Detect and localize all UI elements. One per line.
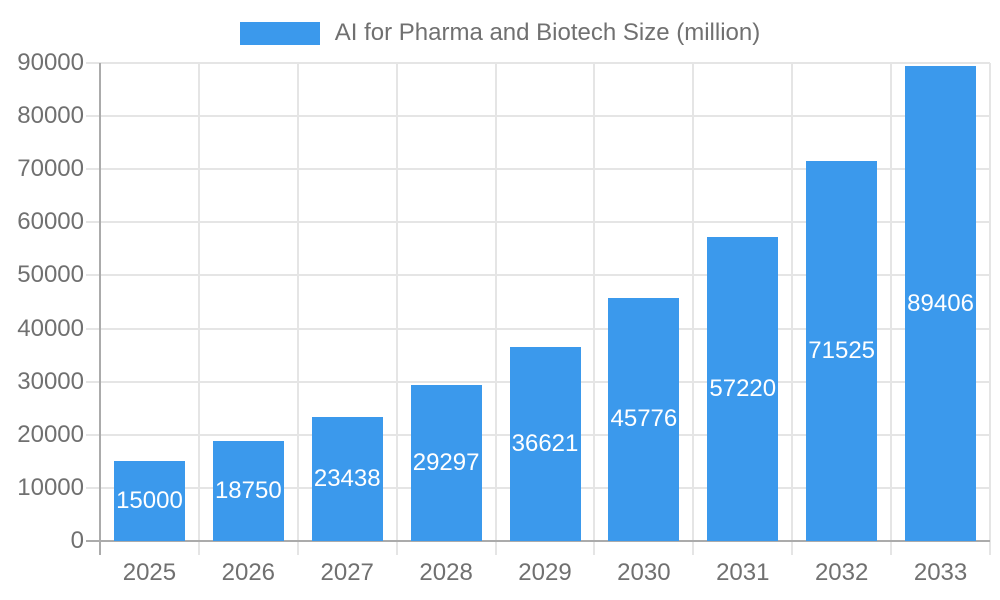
y-axis-line — [99, 63, 101, 555]
bar-2028[interactable] — [410, 385, 482, 541]
y-axis-label: 0 — [70, 527, 84, 554]
x-axis-line — [86, 540, 990, 542]
legend-item[interactable]: AI for Pharma and Biotech Size (million) — [0, 18, 1000, 48]
bar-value-label: 29297 — [412, 449, 480, 477]
y-gridline — [100, 168, 990, 171]
bar-2027[interactable] — [311, 416, 383, 541]
x-gridline — [890, 63, 893, 541]
x-tick — [593, 541, 596, 555]
x-tick — [890, 541, 893, 555]
x-gridline — [791, 63, 794, 541]
x-axis-label: 2033 — [913, 559, 968, 586]
legend-label: AI for Pharma and Biotech Size (million) — [334, 19, 761, 46]
y-tick — [86, 380, 100, 383]
x-axis-label: 2026 — [221, 559, 276, 586]
y-tick — [86, 221, 100, 224]
y-axis-label: 20000 — [17, 420, 84, 448]
y-axis-label: 10000 — [17, 473, 84, 501]
y-tick — [86, 486, 100, 489]
bar-value-label: 36621 — [511, 429, 579, 457]
y-axis-label: 50000 — [17, 261, 84, 289]
bar-value-label: 18750 — [214, 477, 282, 505]
x-gridline — [989, 63, 991, 541]
y-tick — [86, 433, 100, 436]
bar-2029[interactable] — [509, 346, 581, 541]
y-tick — [86, 115, 100, 118]
y-gridline — [100, 62, 990, 64]
x-axis-label: 2025 — [122, 559, 177, 586]
x-tick — [494, 541, 497, 555]
y-tick — [86, 327, 100, 330]
y-tick — [86, 62, 100, 64]
y-axis-label: 80000 — [17, 102, 84, 130]
bar-value-label: 15000 — [116, 487, 183, 515]
y-gridline — [100, 274, 990, 277]
x-axis-label: 2029 — [518, 559, 572, 586]
bar-value-label: 45776 — [610, 405, 678, 433]
bar-value-label: 89406 — [907, 289, 974, 317]
x-gridline — [296, 63, 299, 541]
bar-value-label: 71525 — [808, 337, 876, 365]
y-gridline — [100, 221, 990, 224]
bar-2025[interactable] — [113, 461, 185, 541]
legend-swatch — [239, 21, 320, 45]
x-tick — [296, 541, 299, 555]
bar-2033[interactable] — [905, 66, 977, 541]
y-tick — [86, 168, 100, 171]
y-axis-label: 90000 — [17, 49, 84, 76]
bar-value-label: 57220 — [709, 375, 777, 403]
x-tick — [791, 541, 794, 555]
bar-2031[interactable] — [707, 237, 779, 541]
y-gridline — [100, 115, 990, 118]
x-gridline — [197, 63, 200, 541]
x-axis-label: 2030 — [617, 559, 671, 586]
y-axis-label: 60000 — [17, 208, 84, 236]
x-tick — [692, 541, 695, 555]
x-gridline — [395, 63, 398, 541]
x-tick — [989, 541, 991, 555]
bar-2030[interactable] — [608, 297, 680, 541]
y-axis-label: 30000 — [17, 367, 84, 395]
y-tick — [86, 274, 100, 277]
x-gridline — [692, 63, 695, 541]
x-gridline — [593, 63, 596, 541]
x-axis-label: 2027 — [320, 559, 374, 586]
bar-2026[interactable] — [212, 441, 284, 541]
bar-value-label: 23438 — [313, 464, 381, 492]
x-axis-label: 2028 — [419, 559, 473, 586]
y-axis-label: 40000 — [17, 314, 84, 342]
x-tick — [197, 541, 200, 555]
bar-2032[interactable] — [806, 161, 878, 541]
x-tick — [395, 541, 398, 555]
y-gridline — [100, 327, 990, 330]
x-gridline — [494, 63, 497, 541]
y-axis-label: 70000 — [17, 155, 84, 183]
x-axis-label: 2032 — [814, 559, 869, 586]
x-axis-label: 2031 — [716, 559, 770, 586]
